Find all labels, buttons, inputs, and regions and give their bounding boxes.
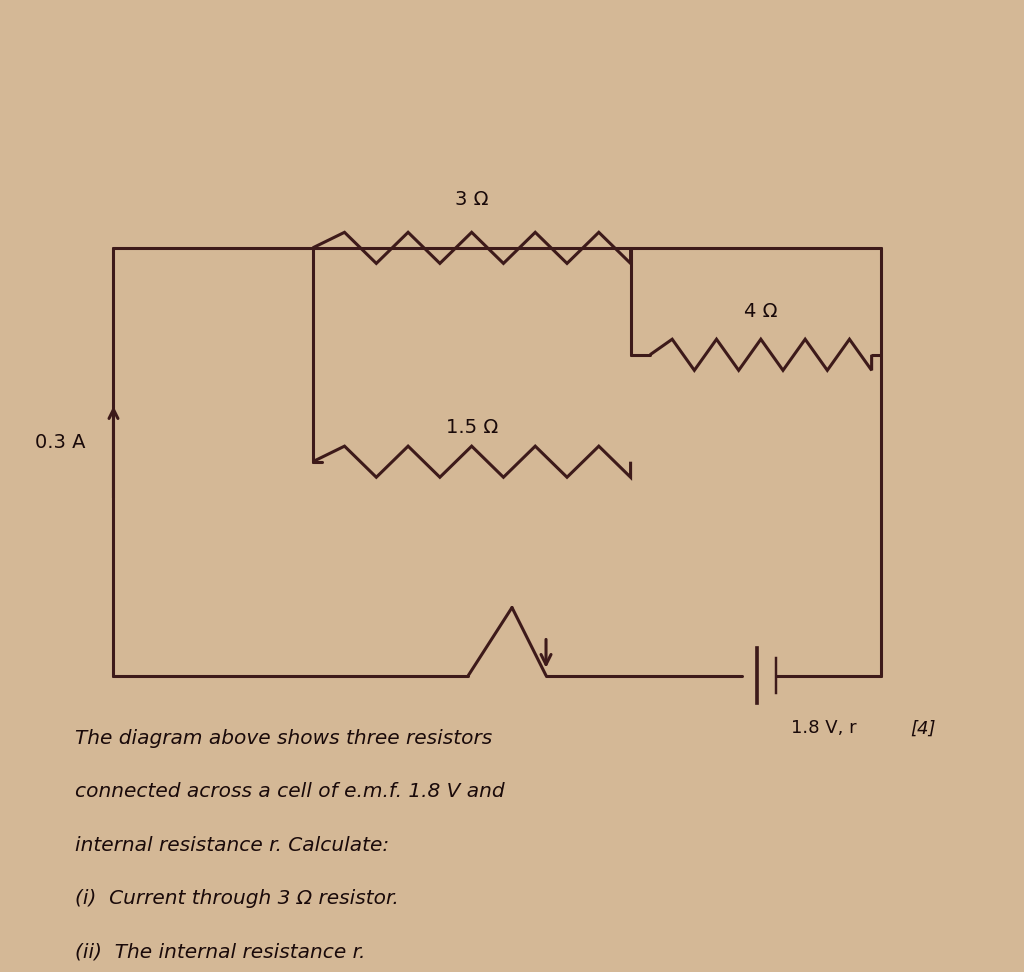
Text: The diagram above shows three resistors: The diagram above shows three resistors (75, 729, 492, 748)
Text: 1.8 V, r: 1.8 V, r (791, 719, 857, 738)
Text: 0.3 A: 0.3 A (35, 433, 85, 452)
Text: (i)  Current through 3 Ω resistor.: (i) Current through 3 Ω resistor. (75, 889, 398, 909)
Text: 3 Ω: 3 Ω (455, 190, 488, 209)
Text: (ii)  The internal resistance r.: (ii) The internal resistance r. (75, 943, 365, 962)
Text: 1.5 Ω: 1.5 Ω (445, 418, 498, 437)
Text: 4 Ω: 4 Ω (744, 301, 777, 321)
Text: [4]: [4] (910, 719, 936, 738)
Text: connected across a cell of e.m.f. 1.8 V and: connected across a cell of e.m.f. 1.8 V … (75, 782, 504, 802)
Text: internal resistance r. Calculate:: internal resistance r. Calculate: (75, 836, 389, 855)
